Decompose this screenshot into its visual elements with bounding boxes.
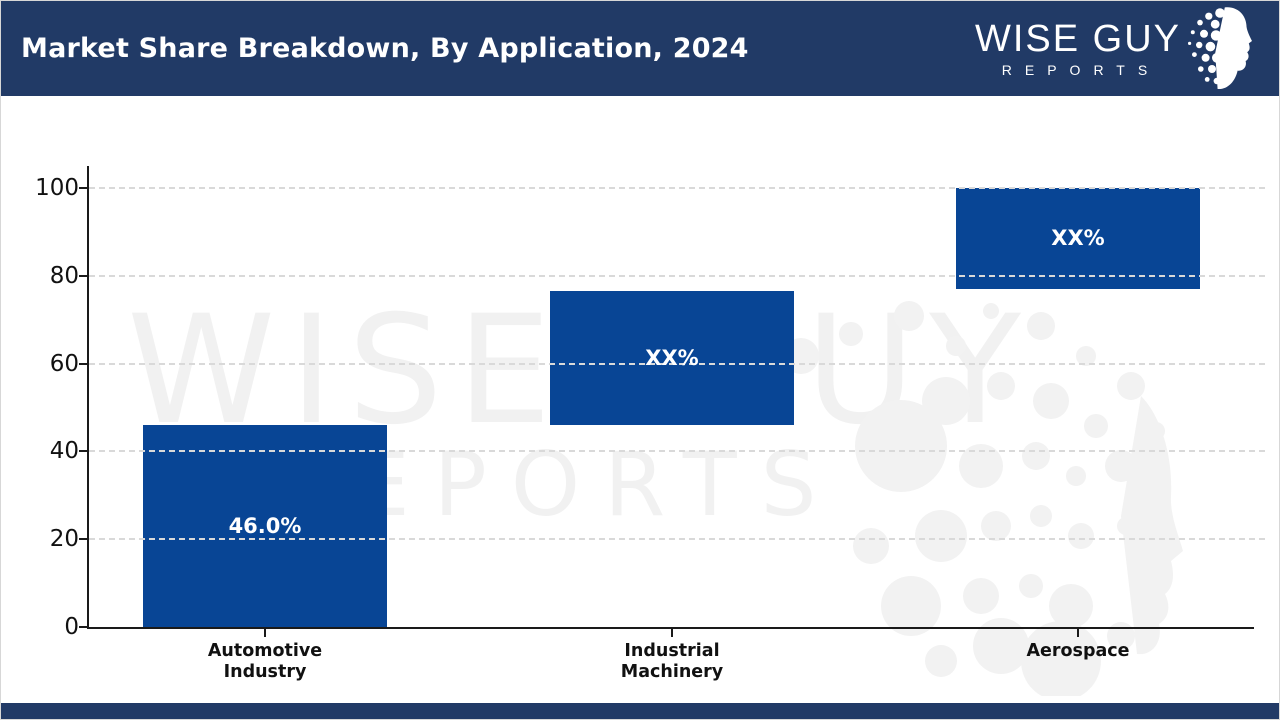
y-tick-label: 80 <box>49 262 79 289</box>
y-tick-mark <box>79 362 87 365</box>
bar-segment <box>550 291 794 426</box>
logo-wordmark: WISE GUY <box>974 17 1181 60</box>
y-axis-spine <box>87 166 89 629</box>
y-tick-mark <box>79 274 87 277</box>
bar-value-label: XX% <box>1051 226 1105 251</box>
y-tick-mark <box>79 187 87 189</box>
footer-bar <box>1 703 1279 719</box>
bar-segment <box>143 425 387 627</box>
logo-face-icon <box>1188 6 1252 89</box>
y-tick-mark <box>79 626 87 628</box>
x-tick-mark <box>671 629 673 637</box>
y-tick-label: 60 <box>49 350 79 377</box>
gridline <box>89 187 1265 189</box>
y-tick-mark <box>79 450 87 453</box>
x-tick-mark <box>1077 629 1079 637</box>
logo-subtext: REPORTS <box>1001 61 1161 78</box>
gridline <box>89 274 1265 277</box>
x-category-label-line: Aerospace <box>1026 641 1130 661</box>
x-category-label: Industrial Machinery <box>621 641 723 684</box>
x-category-label-line: Industry <box>223 662 307 683</box>
logo-text: WISE GUY REPORTS <box>975 20 1181 78</box>
x-category-label-line: Industrial <box>624 641 720 661</box>
x-category-label-line: Machinery <box>620 662 724 683</box>
header-bar: Market Share Breakdown, By Application, … <box>1 1 1279 96</box>
chart-title: Market Share Breakdown, By Application, … <box>21 33 749 64</box>
x-category-label: Aerospace <box>1026 641 1129 662</box>
x-tick-mark <box>264 629 266 637</box>
x-category-label-line: Automotive <box>207 641 323 661</box>
y-tick-mark <box>79 538 87 541</box>
x-category-label: Automotive Industry <box>208 641 322 684</box>
y-tick-label: 40 <box>49 438 79 465</box>
gridline <box>89 538 1265 541</box>
bar-segment <box>956 188 1200 289</box>
watermark-face-icon <box>783 301 1183 696</box>
wiseguy-logo: WISE GUY REPORTS <box>975 5 1263 93</box>
y-tick-label: 20 <box>49 526 79 553</box>
gridline <box>89 362 1265 365</box>
y-tick-label: 0 <box>64 614 79 640</box>
y-tick-label: 100 <box>35 175 79 201</box>
x-axis-spine <box>87 627 1254 629</box>
bar-value-label: 46.0% <box>228 514 302 539</box>
gridline <box>89 450 1265 453</box>
bar-value-label: XX% <box>645 346 699 371</box>
chart-area: WISE GUY REPORTS 0 20 40 60 80 100 46.0% XX% XX%… <box>1 96 1279 705</box>
